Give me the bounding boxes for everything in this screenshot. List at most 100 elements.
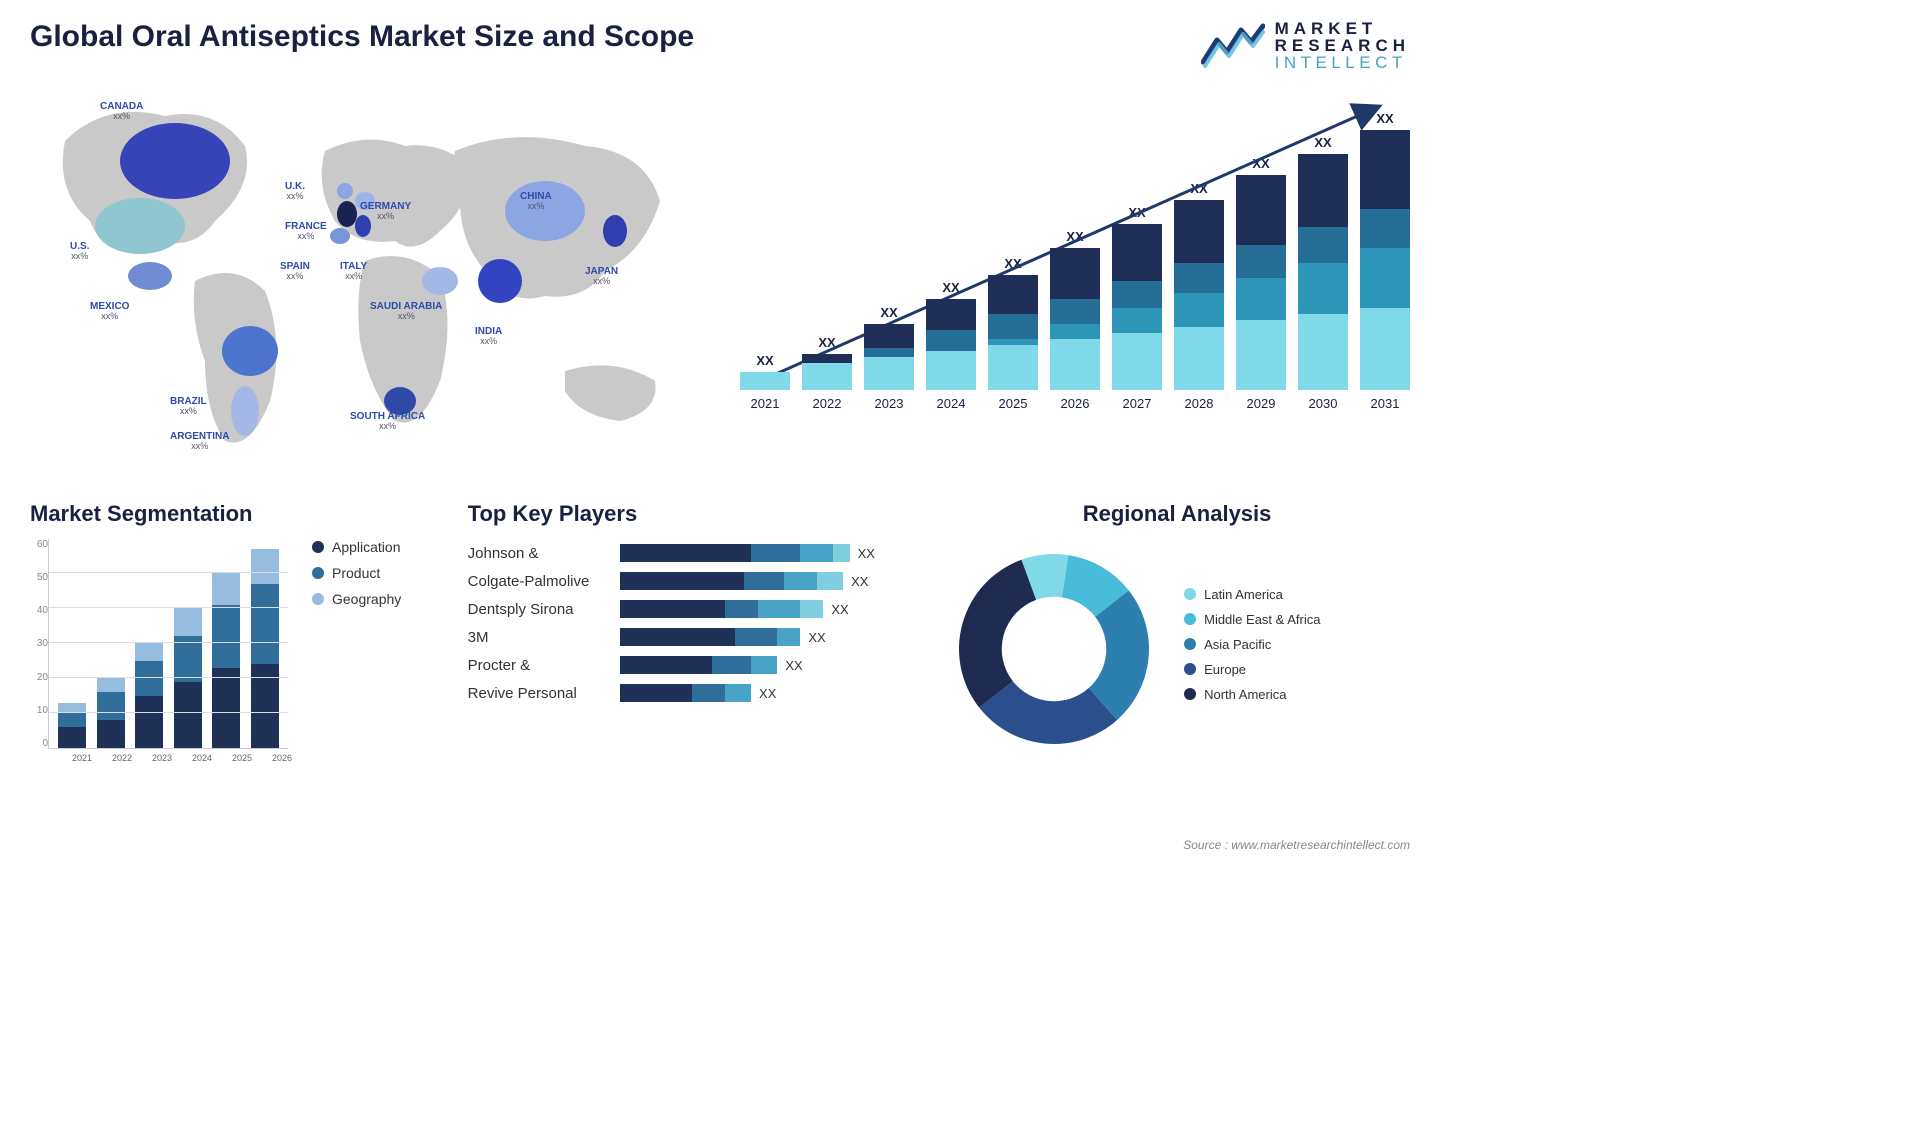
main-bar-seg xyxy=(1360,308,1410,390)
main-bar-2027: XX2027 xyxy=(1112,205,1162,411)
main-bar-stack xyxy=(740,372,790,390)
map-label-italy: ITALYxx% xyxy=(340,261,367,282)
seg-bar-segment xyxy=(174,682,202,749)
regional-title: Regional Analysis xyxy=(944,501,1410,527)
seg-ytick: 0 xyxy=(30,738,48,749)
seg-xtick: 2025 xyxy=(232,753,252,763)
kp-bar-seg xyxy=(777,628,800,646)
seg-bar-segment xyxy=(58,713,86,727)
main-bar-stack xyxy=(988,275,1038,390)
main-bar-stack xyxy=(802,354,852,390)
kp-bar-seg xyxy=(620,684,692,702)
main-bar-seg xyxy=(740,372,790,390)
seg-bar-segment xyxy=(135,643,163,661)
main-bar-seg xyxy=(1298,154,1348,227)
map-label-argentina: ARGENTINAxx% xyxy=(170,431,229,452)
seg-bar-segment xyxy=(97,678,125,692)
kp-bar-seg xyxy=(744,572,783,590)
key-players-panel: Top Key Players Johnson &Colgate-Palmoli… xyxy=(468,501,914,763)
segmentation-panel: Market Segmentation 6050403020100 Applic… xyxy=(30,501,438,763)
seg-ytick: 50 xyxy=(30,572,48,583)
legend-label: Latin America xyxy=(1204,587,1283,602)
logo-line3: INTELLECT xyxy=(1275,54,1410,71)
seg-xtick: 2021 xyxy=(72,753,92,763)
kp-label: Dentsply Sirona xyxy=(468,595,608,623)
kp-bar-seg xyxy=(725,684,751,702)
main-bar-seg xyxy=(864,324,914,348)
kp-row: XX xyxy=(620,623,914,651)
logo-line2: RESEARCH xyxy=(1275,37,1410,54)
kp-bars-column: XXXXXXXXXXXX xyxy=(620,539,914,707)
kp-bar-seg xyxy=(817,572,843,590)
key-players-title: Top Key Players xyxy=(468,501,914,527)
seg-legend-item: Geography xyxy=(312,591,401,607)
legend-label: Application xyxy=(332,539,401,555)
seg-bar-segment xyxy=(58,727,86,748)
main-bar-seg xyxy=(802,354,852,363)
seg-bar-segment xyxy=(174,608,202,636)
kp-bar-seg xyxy=(620,600,725,618)
donut-legend-item: Asia Pacific xyxy=(1184,637,1320,652)
kp-bar-seg xyxy=(800,544,833,562)
donut-legend: Latin AmericaMiddle East & AfricaAsia Pa… xyxy=(1184,587,1320,712)
map-label-germany: GERMANYxx% xyxy=(360,201,411,222)
donut-slice xyxy=(959,560,1036,708)
kp-bar-seg xyxy=(784,572,817,590)
map-label-brazil: BRAZILxx% xyxy=(170,396,207,417)
main-bar-2028: XX2028 xyxy=(1174,181,1224,411)
kp-value-label: XX xyxy=(831,602,848,617)
main-bar-seg xyxy=(988,345,1038,390)
kp-bar-seg xyxy=(725,600,758,618)
main-growth-chart: XX2021XX2022XX2023XX2024XX2025XX2026XX20… xyxy=(740,91,1410,471)
map-label-spain: SPAINxx% xyxy=(280,261,310,282)
kp-row: XX xyxy=(620,595,914,623)
kp-label: Johnson & xyxy=(468,539,608,567)
legend-dot-icon xyxy=(1184,638,1196,650)
seg-xtick: 2023 xyxy=(152,753,172,763)
legend-dot-icon xyxy=(312,541,324,553)
legend-dot-icon xyxy=(1184,613,1196,625)
kp-label: Revive Personal xyxy=(468,679,608,707)
kp-bar xyxy=(620,628,801,646)
seg-gridline xyxy=(49,642,288,643)
seg-bar-2023 xyxy=(135,643,163,748)
main-bar-2029: XX2029 xyxy=(1236,156,1286,411)
main-bar-seg xyxy=(926,330,976,351)
main-bar-seg xyxy=(1050,339,1100,390)
source-attribution: Source : www.marketresearchintellect.com xyxy=(1183,838,1410,852)
seg-ytick: 30 xyxy=(30,638,48,649)
legend-label: Product xyxy=(332,565,380,581)
main-bar-seg xyxy=(1112,308,1162,332)
main-bar-seg xyxy=(1360,248,1410,308)
main-bar-seg xyxy=(1174,293,1224,326)
main-bar-2031: XX2031 xyxy=(1360,111,1410,411)
main-bar-stack xyxy=(1112,224,1162,390)
kp-bar-seg xyxy=(751,544,800,562)
seg-bar-segment xyxy=(135,696,163,749)
seg-y-axis: 6050403020100 xyxy=(30,539,48,749)
map-label-canada: CANADAxx% xyxy=(100,101,143,122)
kp-value-label: XX xyxy=(785,658,802,673)
seg-bar-segment xyxy=(251,584,279,665)
legend-dot-icon xyxy=(312,567,324,579)
seg-x-axis: 202120222023202420252026 xyxy=(62,753,302,763)
kp-value-label: XX xyxy=(759,686,776,701)
main-bar-seg xyxy=(1360,209,1410,248)
main-bar-seg xyxy=(1174,327,1224,390)
kp-bar-seg xyxy=(758,600,801,618)
map-label-southafrica: SOUTH AFRICAxx% xyxy=(350,411,425,432)
main-bar-seg xyxy=(1236,278,1286,320)
main-bar-seg xyxy=(864,357,914,390)
seg-legend-item: Application xyxy=(312,539,401,555)
map-label-china: CHINAxx% xyxy=(520,191,552,212)
seg-bar-segment xyxy=(135,661,163,696)
seg-bar-2024 xyxy=(174,608,202,748)
kp-bar-seg xyxy=(800,600,823,618)
kp-bar xyxy=(620,544,850,562)
main-bar-seg xyxy=(926,299,976,329)
seg-gridline xyxy=(49,712,288,713)
regional-panel: Regional Analysis Latin AmericaMiddle Ea… xyxy=(944,501,1410,763)
main-bar-seg xyxy=(1174,263,1224,293)
seg-xtick: 2026 xyxy=(272,753,292,763)
kp-bar-seg xyxy=(692,684,725,702)
